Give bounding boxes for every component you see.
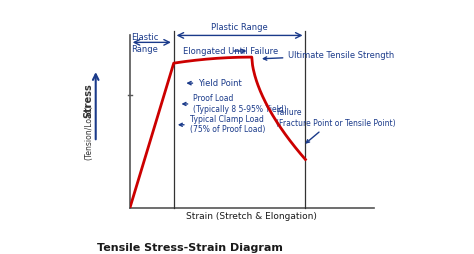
Text: Typical Clamp Load
(75% of Proof Load): Typical Clamp Load (75% of Proof Load) <box>179 115 265 134</box>
Text: Range: Range <box>131 45 158 54</box>
Text: Tensile Stress-Strain Diagram: Tensile Stress-Strain Diagram <box>97 243 283 253</box>
Text: Failure
(Fracture Point or Tensile Point): Failure (Fracture Point or Tensile Point… <box>276 108 396 143</box>
Text: Elastic: Elastic <box>131 33 158 42</box>
Text: (Tension/Load): (Tension/Load) <box>84 104 93 160</box>
Text: Elongated Until Failure: Elongated Until Failure <box>183 46 279 56</box>
Text: Yield Point: Yield Point <box>188 79 242 88</box>
Text: Stress: Stress <box>83 83 93 118</box>
X-axis label: Strain (Stretch & Elongation): Strain (Stretch & Elongation) <box>186 212 317 221</box>
Text: Ultimate Tensile Strength: Ultimate Tensile Strength <box>264 51 394 60</box>
Text: Proof Load
(Typically 8 5-95% Yield): Proof Load (Typically 8 5-95% Yield) <box>183 94 287 114</box>
Text: Plastic Range: Plastic Range <box>211 23 268 32</box>
